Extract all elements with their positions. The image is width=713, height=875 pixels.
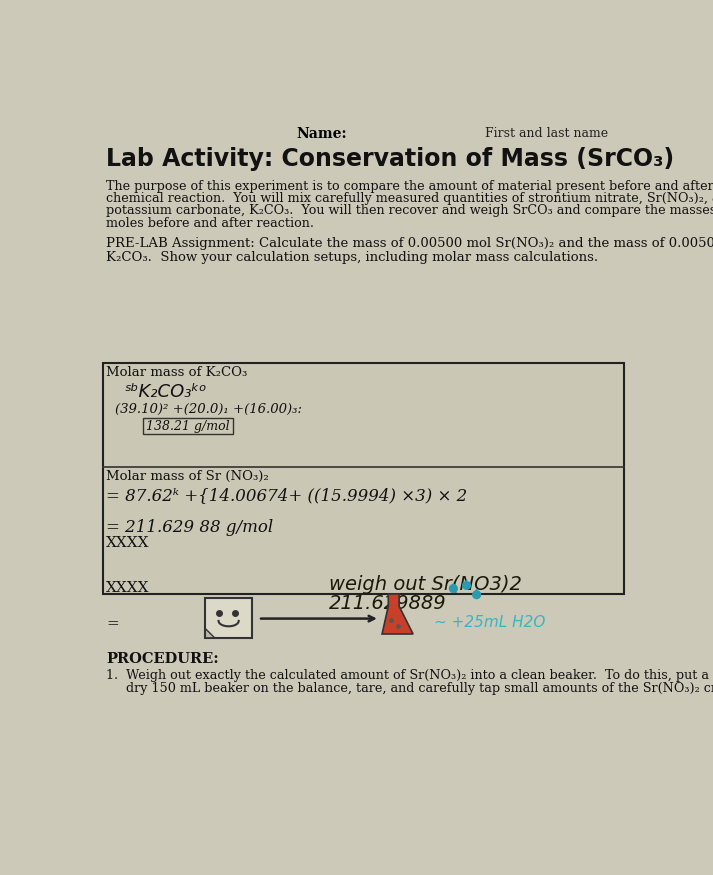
Text: weigh out Sr(NO3)2: weigh out Sr(NO3)2	[329, 575, 522, 594]
Bar	[143, 418, 232, 434]
Text: ˢᵇK₂CO₃ᵏᵒ: ˢᵇK₂CO₃ᵏᵒ	[125, 383, 207, 401]
Polygon shape	[449, 583, 457, 589]
Text: = 211.629 88 g/mol: = 211.629 88 g/mol	[106, 519, 273, 536]
Text: XXXX: XXXX	[106, 536, 150, 550]
Text: Molar mass of Sr (NO₃)₂: Molar mass of Sr (NO₃)₂	[106, 470, 269, 483]
Text: Molar mass of K₂CO₃: Molar mass of K₂CO₃	[106, 366, 247, 379]
Text: K₂CO₃.  Show your calculation setups, including molar mass calculations.: K₂CO₃. Show your calculation setups, inc…	[106, 250, 598, 263]
Text: 211.629889: 211.629889	[329, 594, 447, 613]
Circle shape	[449, 584, 457, 592]
Circle shape	[473, 591, 481, 598]
Text: 1.  Weigh out exactly the calculated amount of Sr(NO₃)₂ into a clean beaker.  To: 1. Weigh out exactly the calculated amou…	[106, 668, 713, 682]
Circle shape	[463, 582, 471, 590]
Polygon shape	[463, 579, 471, 585]
Bar	[205, 598, 252, 638]
Text: dry 150 mL beaker on the balance, tare, and carefully tap small amounts of the S: dry 150 mL beaker on the balance, tare, …	[106, 682, 713, 695]
Polygon shape	[473, 589, 481, 595]
Bar	[103, 363, 624, 594]
Text: PRE-LAB Assignment: Calculate the mass of 0.00500 mol Sr(NO₃)₂ and the mass of 0: PRE-LAB Assignment: Calculate the mass o…	[106, 237, 713, 250]
Text: Name:: Name:	[297, 127, 347, 141]
Text: (39.10)² +(20.0)₁ +(16.00)₃:: (39.10)² +(20.0)₁ +(16.00)₃:	[116, 403, 302, 416]
Text: Lab Activity: Conservation of Mass (SrCO₃): Lab Activity: Conservation of Mass (SrCO…	[106, 147, 674, 172]
Text: XXXX: XXXX	[106, 581, 150, 595]
Text: ~ +25mL H2O: ~ +25mL H2O	[434, 615, 545, 630]
Text: moles before and after reaction.: moles before and after reaction.	[106, 217, 314, 229]
Text: potassium carbonate, K₂CO₃.  You will then recover and weigh SrCO₃ and compare t: potassium carbonate, K₂CO₃. You will the…	[106, 205, 713, 217]
Polygon shape	[205, 628, 215, 638]
Text: 138.21 g/mol: 138.21 g/mol	[145, 420, 230, 432]
Text: =: =	[106, 617, 119, 631]
Text: PROCEDURE:: PROCEDURE:	[106, 652, 219, 666]
Polygon shape	[382, 594, 413, 634]
Text: = 87.62ᵏ +{14.00674+ ((15.9994) ×3) × 2: = 87.62ᵏ +{14.00674+ ((15.9994) ×3) × 2	[106, 487, 468, 504]
Text: chemical reaction.  You will mix carefully measured quantities of strontium nitr: chemical reaction. You will mix carefull…	[106, 192, 713, 205]
Text: The purpose of this experiment is to compare the amount of material present befo: The purpose of this experiment is to com…	[106, 179, 713, 192]
Text: First and last name: First and last name	[485, 127, 608, 139]
